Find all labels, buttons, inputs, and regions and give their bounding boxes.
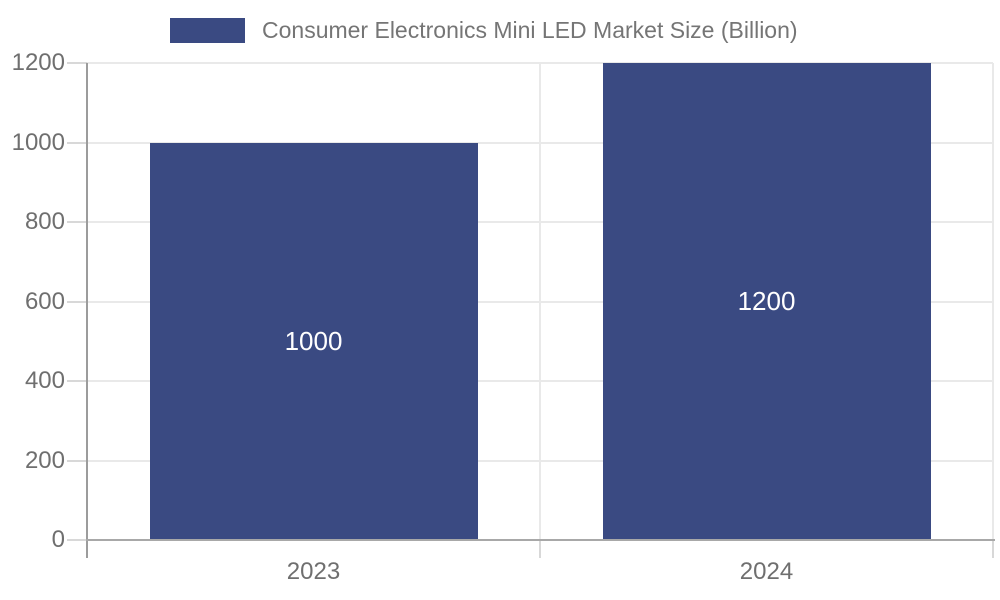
category-gridline	[992, 63, 994, 540]
y-tick-label: 0	[51, 526, 65, 553]
legend-label: Consumer Electronics Mini LED Market Siz…	[262, 16, 798, 43]
y-tick-label: 800	[24, 208, 65, 235]
bar-value-label: 1200	[737, 286, 796, 316]
x-axis-line	[86, 539, 995, 541]
y-axis-tick	[67, 300, 87, 303]
y-axis-tick	[67, 62, 87, 64]
category-gridline	[539, 63, 541, 540]
y-axis-line	[86, 63, 88, 558]
bar-value-label: 1000	[284, 325, 343, 356]
y-axis-tick	[67, 539, 87, 541]
y-axis-tick	[67, 141, 87, 144]
x-tick-label: 2024	[739, 558, 794, 585]
y-axis-tick	[67, 380, 87, 382]
y-tick-label: 400	[24, 367, 65, 394]
chart-legend: Consumer Electronics Mini LED Market Siz…	[170, 17, 798, 43]
x-axis-tick	[539, 540, 541, 558]
x-axis-tick	[992, 540, 994, 558]
y-tick-label: 600	[24, 287, 65, 315]
bar: 1200	[602, 63, 931, 540]
bar: 1000	[149, 142, 478, 540]
x-tick-label: 2023	[286, 558, 341, 585]
y-axis-tick	[67, 459, 87, 462]
y-tick-label: 1000	[11, 128, 65, 156]
y-axis-tick	[67, 221, 87, 223]
y-tick-label: 1200	[11, 49, 65, 76]
y-tick-label: 200	[24, 446, 65, 474]
legend-swatch	[170, 17, 245, 43]
